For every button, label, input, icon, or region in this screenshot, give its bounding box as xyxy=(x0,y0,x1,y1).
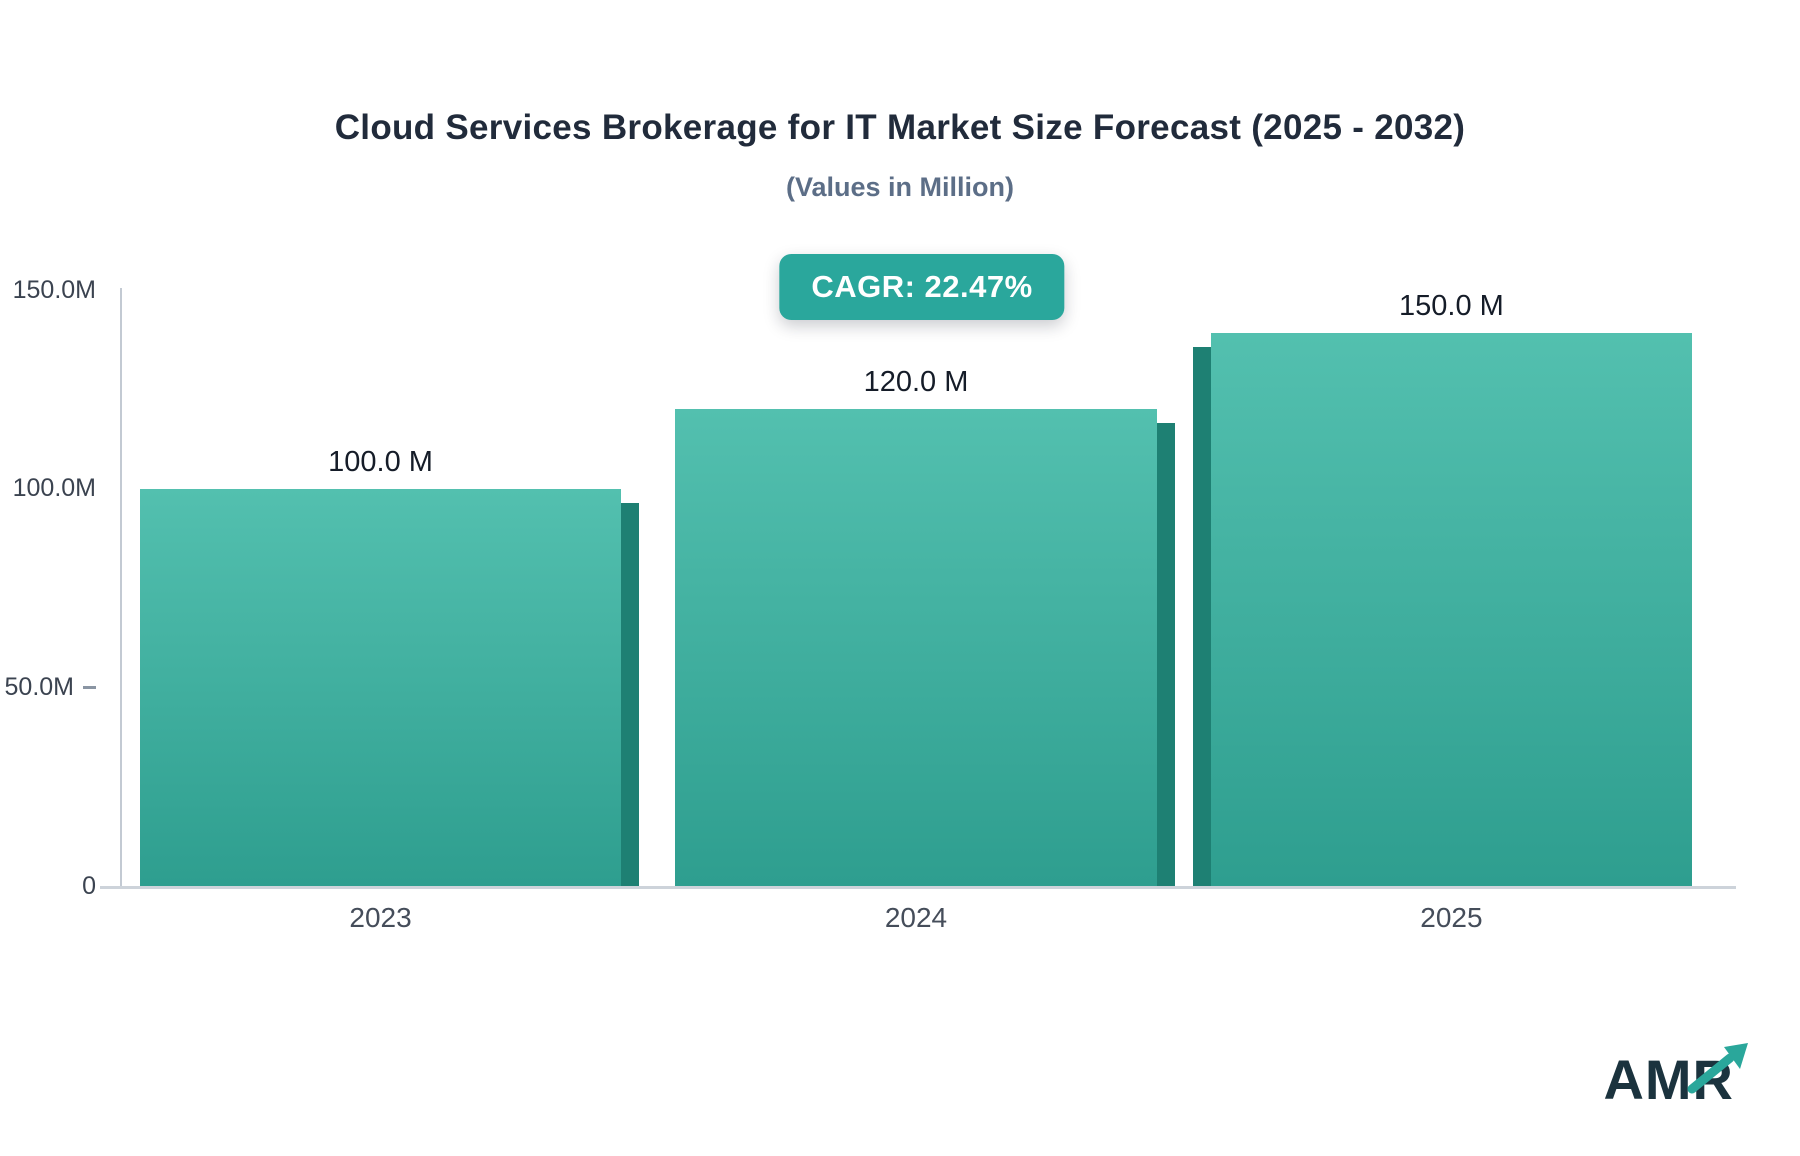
y-tick-text: 100.0M xyxy=(12,474,96,503)
bar-value-label: 150.0 M xyxy=(1399,290,1504,322)
y-axis-line xyxy=(120,288,122,888)
bar-2025 xyxy=(1192,333,1692,886)
y-axis-tick-label: 150.0M xyxy=(13,276,96,304)
x-axis-line xyxy=(100,886,1736,889)
cagr-badge: CAGR: 22.47% xyxy=(779,254,1065,320)
y-axis-tick-label: 100.0M xyxy=(12,474,96,503)
chart-title: Cloud Services Brokerage for IT Market S… xyxy=(334,108,1466,147)
y-axis-tick-label: 50.0M xyxy=(5,673,96,701)
x-axis-label-2024: 2024 xyxy=(884,902,948,933)
plot-area: 100.0 M 120.0 M 150.0 M xyxy=(140,290,1692,886)
amr-logo: AMR xyxy=(1603,1043,1748,1112)
bar-side-shade xyxy=(621,502,640,886)
bar-side-shade xyxy=(1192,347,1211,886)
y-tick-text: 0 xyxy=(82,871,96,900)
amr-logo-arrow-icon xyxy=(1687,1043,1748,1094)
bar-value-label: 100.0 M xyxy=(328,445,433,478)
bar-group: 120.0 M xyxy=(675,290,1175,886)
bar-group: 100.0 M xyxy=(140,290,640,886)
bar-2023 xyxy=(140,488,640,886)
x-axis-labels: 2023 2024 2025 xyxy=(140,900,1692,936)
y-axis-tick-label: 0 xyxy=(82,872,96,900)
x-axis-label-2023: 2023 xyxy=(349,902,412,933)
x-axis-label-2025: 2025 xyxy=(1420,902,1483,933)
y-tick-text: 150.0M xyxy=(12,275,96,304)
y-tick-text: 50.0M xyxy=(4,672,74,701)
bar-group: 150.0 M xyxy=(1192,290,1692,886)
bar-value-label: 120.0 M xyxy=(863,366,969,399)
y-tick-dash xyxy=(83,685,96,689)
y-axis: 150.0M 100.0M 50.0M 0 xyxy=(0,276,108,900)
amr-logo-text: AMR xyxy=(1603,1048,1734,1111)
bar-2024 xyxy=(675,409,1175,886)
chart-subtitle: (Values in Million) xyxy=(785,172,1015,202)
bar-side-shade xyxy=(1156,423,1175,886)
